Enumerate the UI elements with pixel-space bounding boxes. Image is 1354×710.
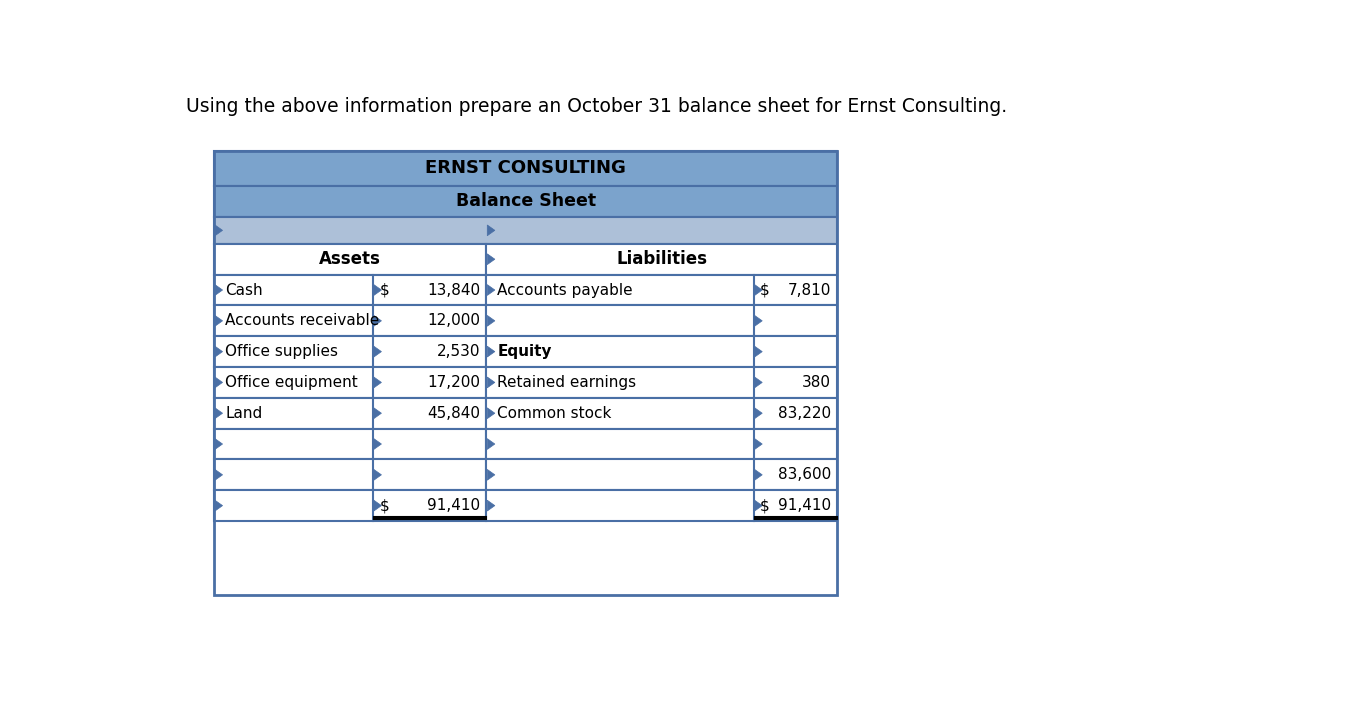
- Polygon shape: [215, 315, 222, 326]
- Bar: [214, 459, 486, 490]
- Text: Balance Sheet: Balance Sheet: [456, 192, 596, 210]
- Text: Retained earnings: Retained earnings: [497, 375, 636, 390]
- Bar: [486, 490, 837, 521]
- Polygon shape: [215, 439, 222, 449]
- Bar: [214, 337, 486, 367]
- Text: 83,600: 83,600: [777, 467, 831, 482]
- Bar: [214, 490, 486, 521]
- Bar: [214, 151, 837, 186]
- Polygon shape: [215, 469, 222, 480]
- Bar: [214, 398, 486, 429]
- Polygon shape: [754, 408, 762, 419]
- Text: 12,000: 12,000: [428, 313, 481, 328]
- Bar: [486, 367, 837, 398]
- Polygon shape: [374, 469, 382, 480]
- Polygon shape: [215, 346, 222, 357]
- Polygon shape: [374, 285, 382, 295]
- Polygon shape: [487, 225, 494, 236]
- Polygon shape: [215, 225, 222, 236]
- Polygon shape: [374, 315, 382, 326]
- Bar: [486, 305, 837, 337]
- Polygon shape: [487, 346, 494, 357]
- Polygon shape: [754, 285, 762, 295]
- Polygon shape: [487, 408, 494, 419]
- Bar: [214, 367, 486, 398]
- Bar: [214, 275, 486, 305]
- Bar: [486, 398, 837, 429]
- Text: 13,840: 13,840: [427, 283, 481, 297]
- Polygon shape: [215, 377, 222, 388]
- Polygon shape: [215, 408, 222, 419]
- Text: Using the above information prepare an October 31 balance sheet for Ernst Consul: Using the above information prepare an O…: [187, 97, 1007, 116]
- Text: 91,410: 91,410: [427, 498, 481, 513]
- Polygon shape: [754, 501, 762, 511]
- Text: 83,220: 83,220: [779, 405, 831, 421]
- Text: Liabilities: Liabilities: [616, 250, 707, 268]
- Polygon shape: [487, 285, 494, 295]
- Polygon shape: [487, 315, 494, 326]
- Text: $: $: [760, 283, 770, 297]
- Bar: [214, 305, 486, 337]
- Polygon shape: [487, 439, 494, 449]
- Bar: [214, 151, 837, 595]
- Polygon shape: [215, 285, 222, 295]
- Text: 2,530: 2,530: [437, 344, 481, 359]
- Bar: [214, 429, 486, 459]
- Text: $: $: [760, 498, 770, 513]
- Polygon shape: [374, 408, 382, 419]
- Bar: [486, 244, 837, 275]
- Text: 45,840: 45,840: [428, 405, 481, 421]
- Bar: [486, 275, 837, 305]
- Text: Office equipment: Office equipment: [225, 375, 357, 390]
- Bar: [214, 217, 837, 244]
- Text: 91,410: 91,410: [779, 498, 831, 513]
- Polygon shape: [487, 254, 494, 265]
- Polygon shape: [215, 501, 222, 511]
- Bar: [486, 337, 837, 367]
- Text: Cash: Cash: [225, 283, 263, 297]
- Text: Office supplies: Office supplies: [225, 344, 338, 359]
- Polygon shape: [374, 439, 382, 449]
- Polygon shape: [487, 469, 494, 480]
- Bar: [214, 244, 486, 275]
- Polygon shape: [374, 501, 382, 511]
- Polygon shape: [374, 346, 382, 357]
- Text: 7,810: 7,810: [788, 283, 831, 297]
- Polygon shape: [754, 439, 762, 449]
- Polygon shape: [374, 377, 382, 388]
- Text: 17,200: 17,200: [428, 375, 481, 390]
- Polygon shape: [487, 377, 494, 388]
- Text: Common stock: Common stock: [497, 405, 612, 421]
- Text: Equity: Equity: [497, 344, 552, 359]
- Text: Accounts receivable: Accounts receivable: [225, 313, 379, 328]
- Text: $: $: [379, 283, 389, 297]
- Polygon shape: [754, 469, 762, 480]
- Polygon shape: [754, 346, 762, 357]
- Text: Assets: Assets: [320, 250, 382, 268]
- Text: ERNST CONSULTING: ERNST CONSULTING: [425, 159, 626, 178]
- Text: $: $: [379, 498, 389, 513]
- Polygon shape: [754, 377, 762, 388]
- Polygon shape: [754, 315, 762, 326]
- Text: 380: 380: [802, 375, 831, 390]
- Bar: [214, 186, 837, 217]
- Text: Accounts payable: Accounts payable: [497, 283, 632, 297]
- Bar: [486, 459, 837, 490]
- Bar: [486, 429, 837, 459]
- Text: Land: Land: [225, 405, 263, 421]
- Polygon shape: [487, 501, 494, 511]
